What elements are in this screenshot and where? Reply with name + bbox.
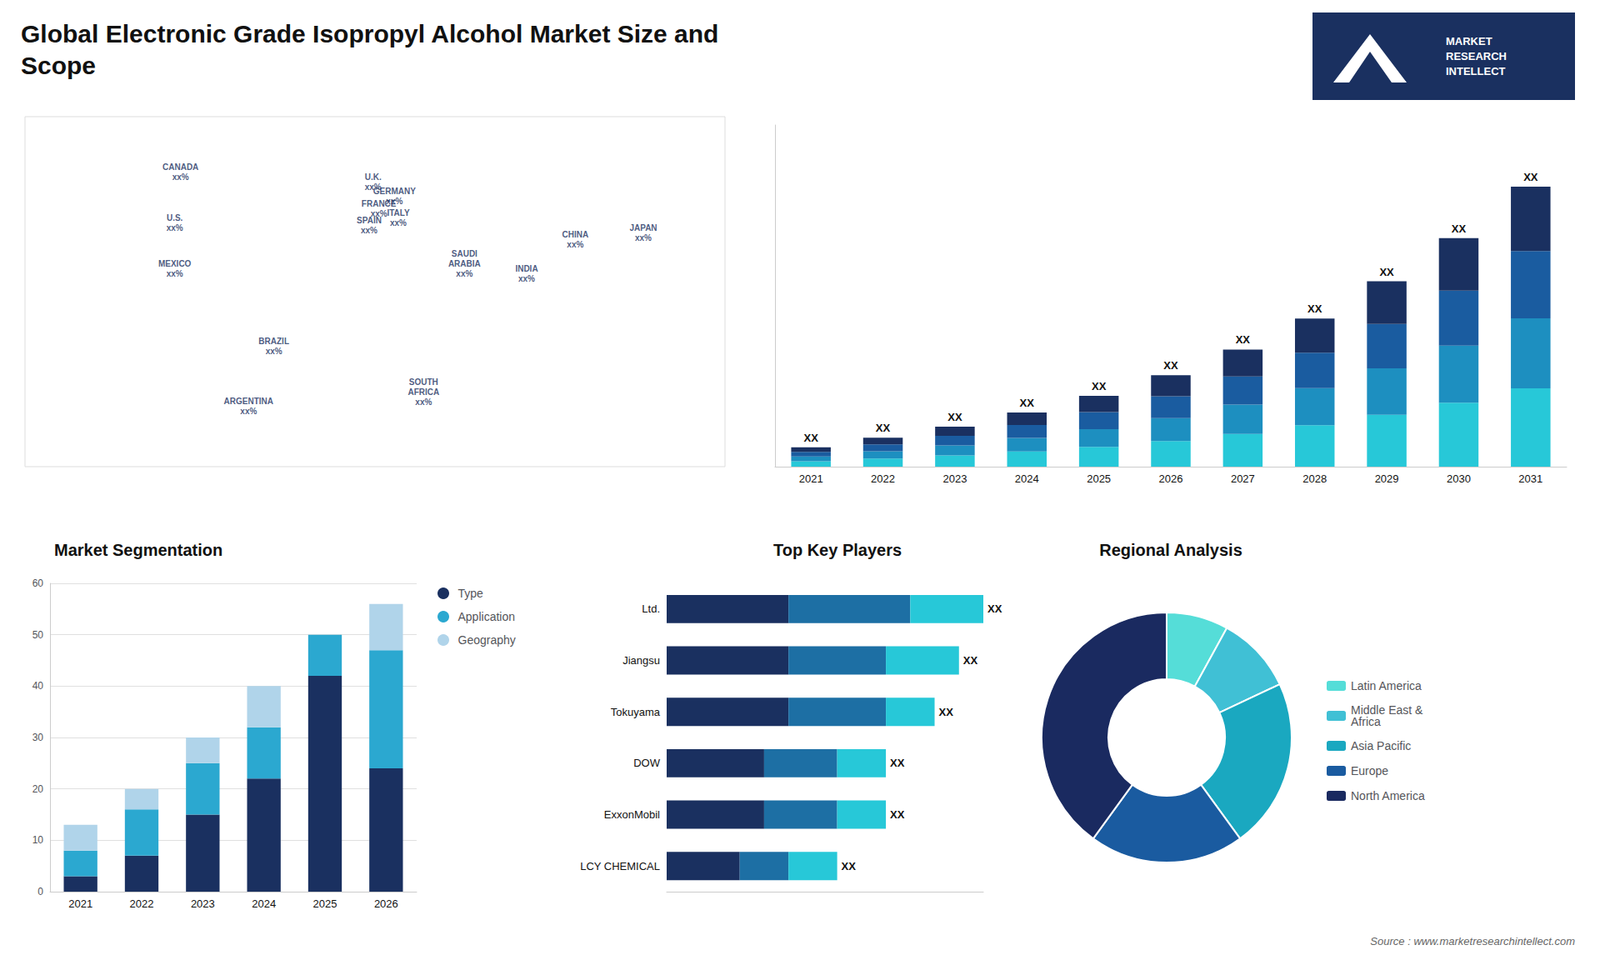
svg-text:Europe: Europe [1350, 764, 1389, 778]
svg-text:2024: 2024 [251, 897, 276, 910]
svg-text:xx%: xx% [455, 269, 473, 279]
svg-text:Latin America: Latin America [1350, 679, 1422, 693]
svg-text:2028: 2028 [1302, 472, 1327, 485]
svg-text:Application: Application [458, 610, 516, 624]
svg-text:Middle East &: Middle East & [1350, 703, 1423, 717]
svg-text:CHINA: CHINA [561, 230, 589, 240]
svg-text:Ltd.: Ltd. [641, 602, 660, 615]
svg-text:xx%: xx% [240, 406, 257, 416]
svg-text:XX: XX [804, 431, 820, 445]
svg-text:40: 40 [32, 680, 45, 692]
svg-text:xx%: xx% [385, 196, 403, 206]
svg-text:30: 30 [32, 731, 45, 744]
svg-text:SPAIN: SPAIN [356, 215, 382, 225]
svg-text:xx%: xx% [370, 208, 388, 218]
svg-text:RESEARCH: RESEARCH [1445, 50, 1507, 63]
svg-text:60: 60 [32, 577, 45, 590]
svg-text:U.K.: U.K. [365, 172, 382, 182]
svg-text:XX: XX [1163, 359, 1179, 372]
svg-text:ITALY: ITALY [386, 208, 410, 218]
svg-text:xx%: xx% [166, 269, 184, 279]
svg-text:xx%: xx% [390, 218, 407, 228]
svg-text:ExxonMobil: ExxonMobil [604, 808, 660, 821]
svg-text:ARABIA: ARABIA [448, 259, 481, 269]
svg-text:XX: XX [890, 756, 905, 770]
svg-text:Regional Analysis: Regional Analysis [1099, 540, 1243, 560]
svg-text:XX: XX [1091, 380, 1107, 393]
svg-text:2026: 2026 [374, 897, 399, 910]
svg-text:GERMANY: GERMANY [373, 186, 416, 196]
svg-text:INDIA: INDIA [515, 264, 538, 274]
svg-text:XX: XX [1379, 265, 1395, 279]
svg-text:Geography: Geography [458, 633, 516, 647]
svg-text:xx%: xx% [166, 223, 184, 233]
svg-text:XX: XX [890, 808, 905, 821]
svg-text:2031: 2031 [1518, 472, 1543, 485]
svg-text:JAPAN: JAPAN [629, 223, 657, 233]
svg-text:10: 10 [32, 834, 45, 846]
svg-text:XX: XX [875, 421, 891, 435]
svg-text:AFRICA: AFRICA [407, 387, 440, 397]
svg-text:2029: 2029 [1375, 472, 1400, 485]
svg-text:MARKET: MARKET [1445, 35, 1493, 48]
svg-text:U.S.: U.S. [166, 213, 184, 223]
svg-text:SAUDI: SAUDI [451, 249, 478, 259]
svg-text:50: 50 [32, 629, 45, 641]
svg-text:Market Segmentation: Market Segmentation [54, 540, 223, 560]
svg-text:LCY CHEMICAL: LCY CHEMICAL [580, 860, 660, 873]
svg-text:xx%: xx% [265, 346, 283, 356]
svg-text:North America: North America [1350, 789, 1425, 803]
svg-text:XX: XX [841, 860, 857, 873]
svg-text:Source : www.marketresearchint: Source : www.marketresearchintellect.com [1370, 935, 1575, 948]
svg-text:Scope: Scope [20, 51, 96, 80]
svg-text:2023: 2023 [942, 472, 967, 485]
svg-text:XX: XX [1235, 333, 1251, 346]
svg-text:2023: 2023 [190, 897, 215, 910]
svg-text:xx%: xx% [172, 172, 190, 182]
svg-text:Jiangsu: Jiangsu [622, 654, 660, 667]
svg-text:Global Electronic Grade Isopro: Global Electronic Grade Isopropyl Alcoho… [20, 20, 719, 48]
svg-text:XX: XX [1020, 396, 1035, 410]
svg-text:XX: XX [1307, 302, 1323, 315]
svg-text:2026: 2026 [1159, 472, 1184, 485]
svg-text:INTELLECT: INTELLECT [1445, 65, 1506, 78]
svg-text:XX: XX [987, 602, 1003, 615]
svg-text:XX: XX [939, 705, 955, 719]
svg-text:20: 20 [32, 783, 45, 795]
svg-text:0: 0 [37, 885, 44, 898]
svg-text:XX: XX [947, 410, 963, 424]
svg-text:BRAZIL: BRAZIL [258, 336, 290, 346]
svg-text:2027: 2027 [1230, 472, 1255, 485]
svg-text:2021: 2021 [68, 897, 93, 910]
svg-text:xx%: xx% [566, 240, 584, 250]
svg-text:2021: 2021 [799, 472, 824, 485]
svg-text:2022: 2022 [130, 897, 155, 910]
svg-text:MEXICO: MEXICO [158, 259, 192, 269]
svg-text:DOW: DOW [633, 756, 661, 770]
svg-text:SOUTH: SOUTH [409, 377, 439, 387]
svg-text:CANADA: CANADA [162, 162, 199, 172]
svg-text:Top Key Players: Top Key Players [773, 540, 902, 560]
svg-text:Tokuyama: Tokuyama [610, 705, 661, 719]
svg-text:xx%: xx% [635, 233, 652, 243]
svg-text:xx%: xx% [518, 274, 535, 284]
svg-text:Africa: Africa [1350, 715, 1381, 729]
svg-text:Asia Pacific: Asia Pacific [1350, 739, 1411, 753]
svg-text:2030: 2030 [1446, 472, 1471, 485]
svg-text:XX: XX [963, 654, 979, 667]
svg-text:xx%: xx% [360, 225, 378, 235]
svg-text:Type: Type [458, 586, 485, 600]
svg-text:2025: 2025 [1086, 472, 1111, 485]
svg-text:xx%: xx% [415, 397, 432, 407]
svg-text:XX: XX [1523, 170, 1539, 184]
svg-text:FRANCE: FRANCE [361, 198, 397, 208]
svg-text:2022: 2022 [870, 472, 895, 485]
svg-text:2025: 2025 [313, 897, 338, 910]
svg-text:2024: 2024 [1015, 472, 1040, 485]
svg-text:XX: XX [1451, 222, 1467, 235]
svg-text:ARGENTINA: ARGENTINA [224, 396, 274, 406]
